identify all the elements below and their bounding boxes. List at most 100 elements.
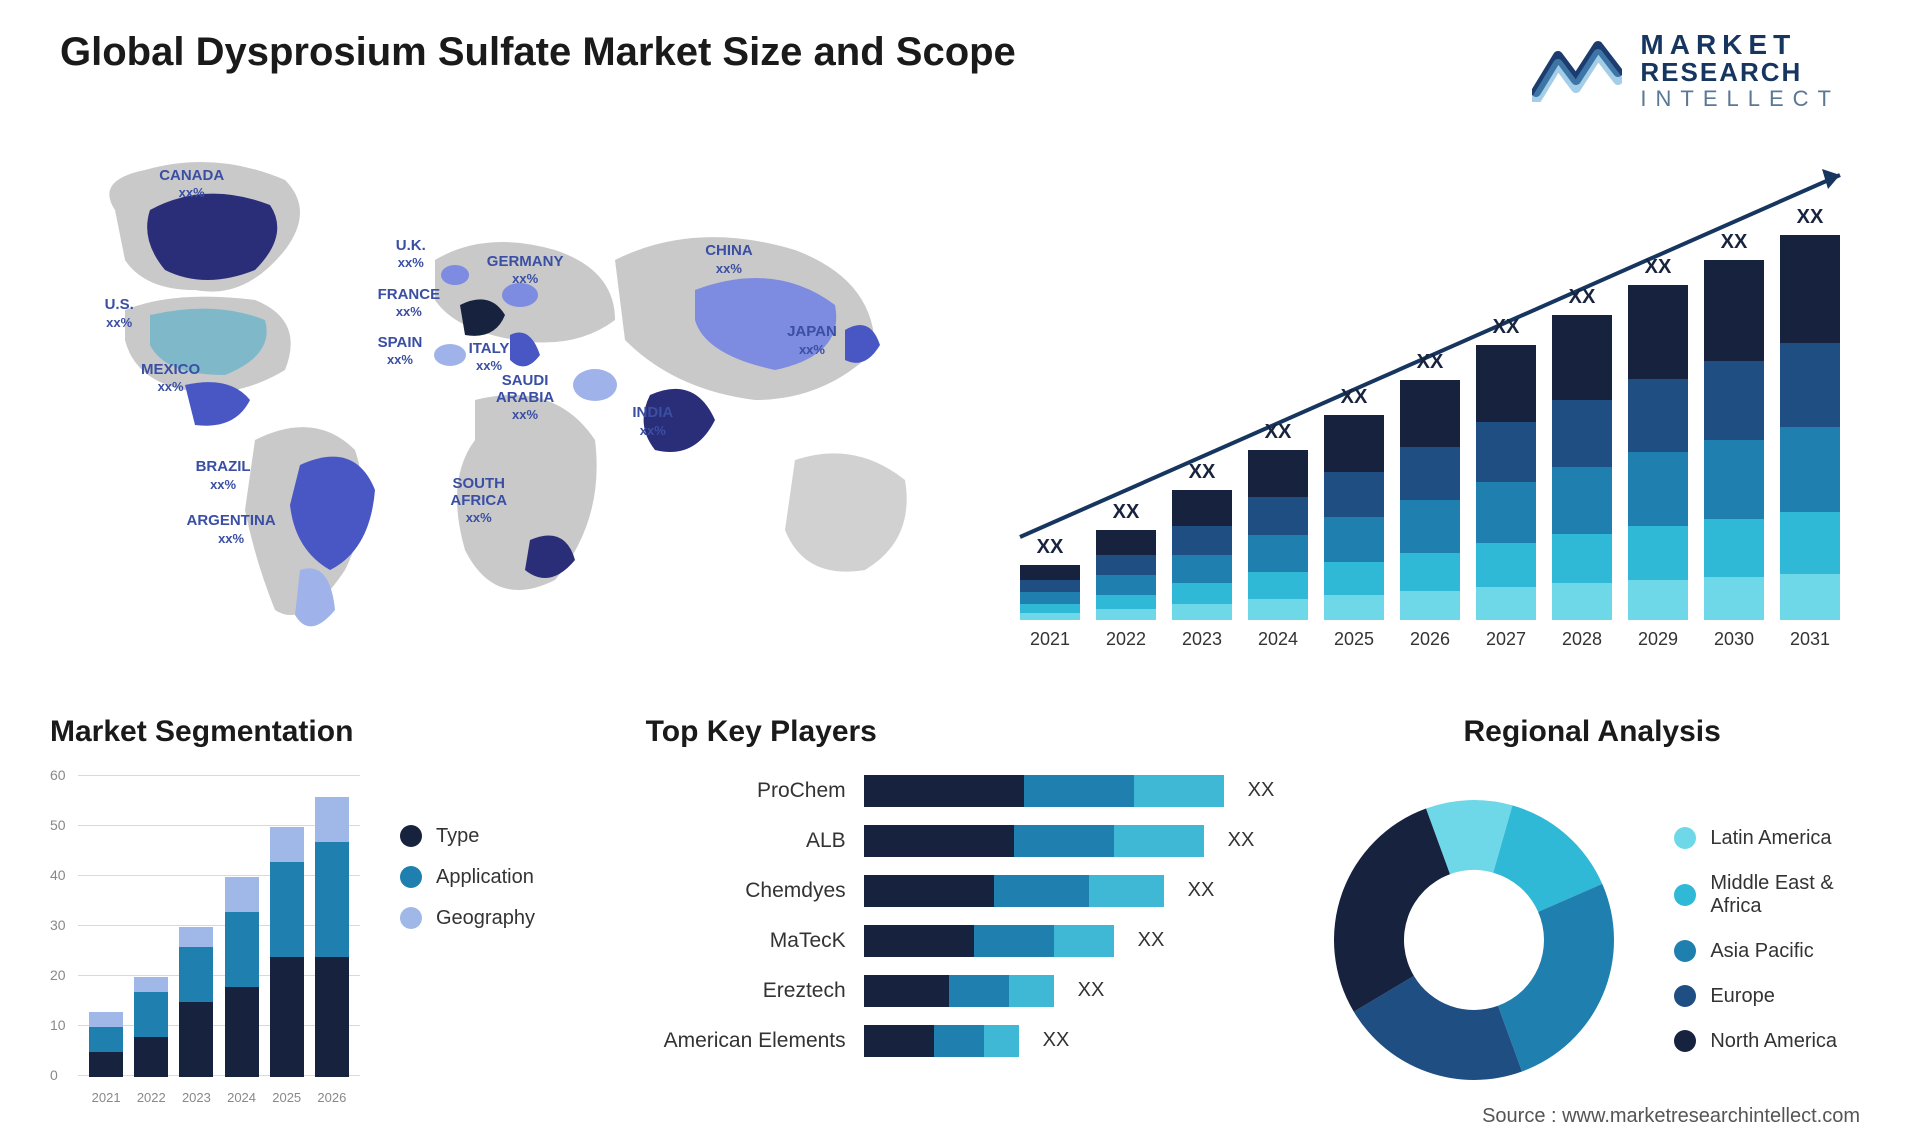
growth-bar: [1628, 285, 1688, 620]
seg-bar: [179, 927, 213, 1077]
world-map: CANADAxx%U.S.xx%MEXICOxx%BRAZILxx%ARGENT…: [50, 140, 960, 680]
growth-xlabel: 2021: [1020, 629, 1080, 650]
logo-text: MARKET RESEARCH INTELLECT: [1640, 30, 1840, 110]
growth-value-label: XX: [1020, 536, 1080, 559]
seg-legend-item: Type: [400, 825, 535, 848]
seg-legend-item: Geography: [400, 907, 535, 930]
seg-ytick: 30: [50, 917, 66, 933]
growth-bar: [1096, 530, 1156, 620]
keyplayers-chart: ProChemXXALBXXChemdyesXXMaTecKXXEreztech…: [646, 765, 1275, 1057]
player-value: XX: [1182, 879, 1215, 902]
page-title: Global Dysprosium Sulfate Market Size an…: [50, 30, 1016, 75]
player-name: Chemdyes: [646, 879, 846, 903]
growth-value-label: XX: [1400, 351, 1460, 374]
seg-bar: [225, 877, 259, 1077]
growth-bar: [1172, 490, 1232, 620]
growth-xlabel: 2022: [1096, 629, 1156, 650]
keyplayers-title: Top Key Players: [646, 715, 1275, 749]
donut-slice: [1334, 808, 1450, 1011]
growth-bar: [1780, 235, 1840, 620]
map-label-japan: JAPANxx%: [787, 323, 837, 358]
regional-panel: Regional Analysis Latin AmericaMiddle Ea…: [1314, 715, 1870, 1135]
growth-xlabel: 2028: [1552, 629, 1612, 650]
player-value: XX: [1037, 1029, 1070, 1052]
seg-xlabel: 2026: [315, 1090, 349, 1105]
brand-logo: MARKET RESEARCH INTELLECT: [1532, 30, 1870, 110]
seg-ytick: 0: [50, 1067, 58, 1083]
growth-bar: [1476, 345, 1536, 620]
header: Global Dysprosium Sulfate Market Size an…: [50, 30, 1870, 110]
segmentation-title: Market Segmentation: [50, 715, 606, 749]
growth-value-label: XX: [1552, 286, 1612, 309]
map-label-india: INDIAxx%: [632, 404, 673, 439]
player-name: MaTecK: [646, 929, 846, 953]
regional-donut: [1314, 780, 1634, 1100]
growth-value-label: XX: [1780, 206, 1840, 229]
map-label-us: U.S.xx%: [105, 296, 134, 331]
seg-bar: [315, 797, 349, 1077]
segmentation-panel: Market Segmentation 0 10 20 30 40 50 60 2021 202…: [50, 715, 606, 1135]
seg-bar: [270, 827, 304, 1077]
growth-xlabel: 2025: [1324, 629, 1384, 650]
player-bar: [864, 825, 1204, 857]
growth-bar: [1400, 380, 1460, 620]
map-label-mexico: MEXICOxx%: [141, 361, 200, 396]
growth-value-label: XX: [1628, 256, 1688, 279]
regional-title: Regional Analysis: [1314, 715, 1870, 749]
seg-bar: [134, 977, 168, 1077]
seg-xlabel: 2022: [134, 1090, 168, 1105]
logo-line1: MARKET: [1640, 30, 1840, 59]
seg-ytick: 50: [50, 817, 66, 833]
seg-bar: [89, 1012, 123, 1077]
player-value: XX: [1132, 929, 1165, 952]
seg-ytick: 60: [50, 767, 66, 783]
growth-value-label: XX: [1096, 501, 1156, 524]
player-value: XX: [1242, 779, 1275, 802]
player-row: American Elements XX: [646, 1025, 1275, 1057]
growth-xlabel: 2027: [1476, 629, 1536, 650]
player-row: EreztechXX: [646, 975, 1275, 1007]
growth-xlabel: 2023: [1172, 629, 1232, 650]
regional-legend: Latin AmericaMiddle East & AfricaAsia Pa…: [1674, 827, 1870, 1053]
seg-ytick: 20: [50, 967, 66, 983]
player-bar: [864, 1025, 1019, 1057]
logo-mark-icon: [1532, 38, 1622, 102]
player-name: American Elements: [646, 1029, 846, 1053]
player-row: MaTecK XX: [646, 925, 1275, 957]
seg-xlabel: 2024: [225, 1090, 259, 1105]
growth-value-label: XX: [1476, 316, 1536, 339]
player-value: XX: [1222, 829, 1255, 852]
growth-bar: [1704, 260, 1764, 620]
growth-xlabel: 2029: [1628, 629, 1688, 650]
donut-slice: [1498, 884, 1614, 1072]
map-label-germany: GERMANYxx%: [487, 253, 564, 288]
growth-bar: [1248, 450, 1308, 620]
map-label-safrica: SOUTHAFRICAxx%: [450, 475, 507, 527]
regional-legend-item: Europe: [1674, 985, 1870, 1008]
player-name: Ereztech: [646, 979, 846, 1003]
growth-xlabel: 2031: [1780, 629, 1840, 650]
seg-ytick: 40: [50, 867, 66, 883]
regional-legend-item: Middle East & Africa: [1674, 872, 1870, 918]
regional-legend-item: Asia Pacific: [1674, 940, 1870, 963]
player-bar: [864, 925, 1114, 957]
map-label-italy: ITALYxx%: [469, 340, 510, 375]
keyplayers-panel: Top Key Players ProChemXXALBXXChemdyesXX…: [646, 715, 1275, 1135]
player-name: ProChem: [646, 779, 846, 803]
seg-xlabel: 2021: [89, 1090, 123, 1105]
logo-line2: RESEARCH: [1640, 59, 1840, 86]
map-label-spain: SPAINxx%: [378, 334, 423, 369]
player-bar: [864, 775, 1224, 807]
source-label: Source : www.marketresearchintellect.com: [1482, 1105, 1860, 1128]
map-label-brazil: BRAZILxx%: [196, 458, 251, 493]
regional-legend-item: North America: [1674, 1030, 1870, 1053]
player-row: Chemdyes XX: [646, 875, 1275, 907]
map-label-argentina: ARGENTINAxx%: [187, 512, 276, 547]
growth-bar: [1324, 415, 1384, 620]
top-row: CANADAxx%U.S.xx%MEXICOxx%BRAZILxx%ARGENT…: [50, 140, 1870, 680]
bottom-row: Market Segmentation 0 10 20 30 40 50 60 2021 202…: [50, 715, 1870, 1135]
growth-value-label: XX: [1704, 231, 1764, 254]
seg-ytick: 10: [50, 1017, 66, 1033]
player-row: ALBXX: [646, 825, 1275, 857]
growth-bar: [1020, 565, 1080, 620]
